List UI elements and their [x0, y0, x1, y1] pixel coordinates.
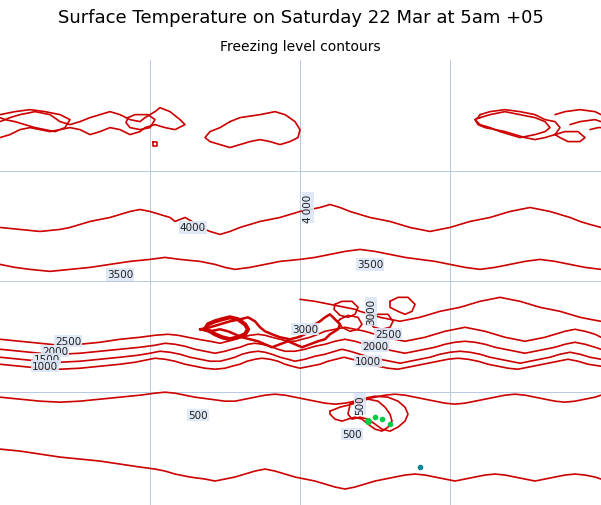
Text: 500: 500 — [342, 429, 362, 439]
Text: 500: 500 — [188, 411, 208, 420]
Text: 500: 500 — [355, 394, 365, 414]
Text: 1500: 1500 — [34, 355, 60, 365]
Text: 3000: 3000 — [292, 325, 318, 335]
Text: 2500: 2500 — [375, 330, 401, 339]
Text: 3500: 3500 — [357, 260, 383, 270]
Text: 4000: 4000 — [180, 223, 206, 233]
Text: 4 000: 4 000 — [303, 194, 313, 222]
Text: 3000: 3000 — [366, 298, 376, 325]
Text: 2500: 2500 — [55, 337, 81, 346]
Text: 1000: 1000 — [32, 362, 58, 372]
Text: 3500: 3500 — [107, 270, 133, 280]
Text: 2000: 2000 — [362, 341, 388, 351]
Text: Surface Temperature on Saturday 22 Mar at 5am +05: Surface Temperature on Saturday 22 Mar a… — [58, 9, 543, 27]
Text: 1000: 1000 — [355, 357, 381, 367]
Text: 2000: 2000 — [42, 346, 68, 357]
Text: Freezing level contours: Freezing level contours — [220, 40, 381, 54]
